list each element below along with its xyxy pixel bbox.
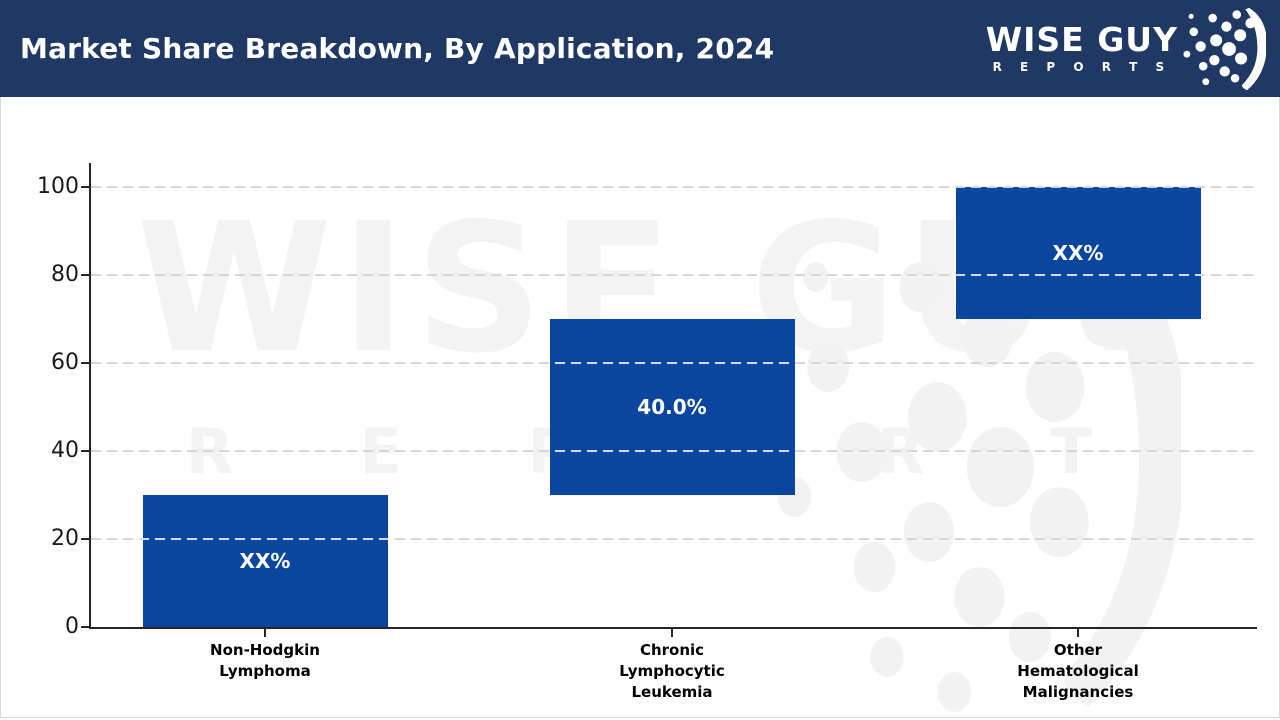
x-category-label: Chronic Lymphocytic Leukemia [522,640,822,703]
y-tick-label: 20 [51,526,79,551]
y-tick-label: 0 [65,614,79,639]
gridline-40 [91,450,1257,452]
x-category-line: Hematological [1017,662,1139,680]
y-tick-mark [81,626,89,628]
x-axis-line [89,627,1257,629]
logo-subtext: R E P O R T S [992,59,1172,74]
x-category-line: Leukemia [631,683,713,701]
y-tick-label: 80 [51,262,79,287]
bar-value-label: 40.0% [637,395,707,419]
bar-3: XX% [955,187,1201,319]
x-tick-mark [671,629,673,637]
x-category-line: Lymphocytic [619,662,725,680]
bar-value-label: XX% [239,549,291,573]
gridline-100 [91,186,1257,188]
y-tick-mark [81,362,89,364]
header-bar: Market Share Breakdown, By Application, … [0,0,1280,97]
x-category-line: Other [1053,641,1103,659]
logo-face-icon [1183,7,1266,90]
bar-value-label: XX% [1052,241,1104,265]
x-category-label: Non-Hodgkin Lymphoma [115,640,415,682]
x-category-line: Non-Hodgkin [210,641,320,659]
gridline-20 [91,538,1257,540]
y-axis-line [89,163,91,629]
x-category-line: Malignancies [1022,683,1134,701]
y-tick-mark [81,538,89,540]
y-tick-label: 60 [51,350,79,375]
page-title: Market Share Breakdown, By Application, … [20,32,775,65]
chart-area: WISE GUY R E P O R T S 020406080100XX%40… [0,97,1280,718]
y-tick-label: 100 [37,174,79,199]
gridline-80 [91,274,1257,276]
y-tick-mark [81,274,89,276]
y-tick-mark [81,450,89,452]
x-tick-mark [1077,629,1079,637]
bar-2: 40.0% [549,319,795,495]
logo-text: WISE GUY R E P O R T S [985,19,1178,75]
x-category-label: Other Hematological Malignancies [928,640,1228,703]
logo-wordmark: WISE GUY [985,19,1178,59]
x-tick-mark [264,629,266,637]
gridline-60 [91,362,1257,364]
wise-guy-logo: WISE GUY R E P O R T S [986,5,1266,93]
y-tick-mark [81,186,89,188]
x-category-line: Lymphoma [219,662,311,680]
bar-1: XX% [142,495,388,627]
y-tick-label: 40 [51,438,79,463]
x-category-line: Chronic [639,641,705,659]
